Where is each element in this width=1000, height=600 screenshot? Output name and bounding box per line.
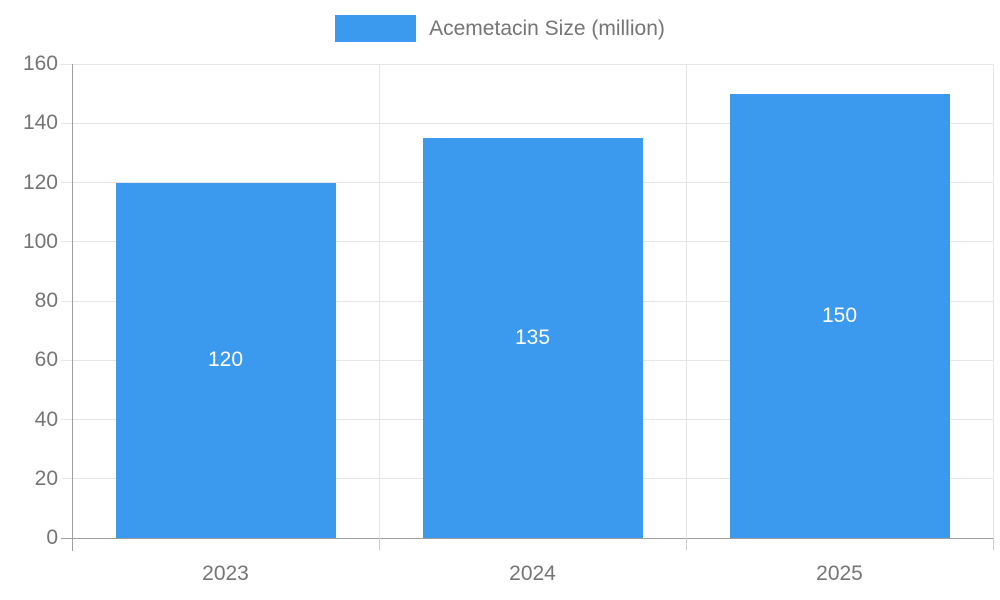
y-tick-mark: [61, 182, 72, 183]
y-tick-label: 160: [22, 52, 58, 75]
bar-value-label: 135: [514, 326, 551, 350]
bar-2025: [729, 93, 950, 538]
x-tick-label: 2023: [202, 562, 249, 585]
y-tick-mark: [61, 359, 72, 361]
y-tick-mark: [61, 122, 72, 124]
y-tick-label: 20: [34, 466, 58, 490]
y-tick-mark: [61, 478, 72, 480]
x-tick-mark: [992, 538, 994, 550]
legend: Acemetacin Size (million): [0, 15, 1000, 42]
y-tick-mark: [61, 300, 72, 302]
y-tick-label: 0: [46, 526, 58, 549]
y-tick-mark: [61, 419, 72, 420]
y-tick-label: 100: [22, 229, 58, 253]
y-tick-label: 80: [34, 289, 58, 312]
v-gridline: [992, 64, 994, 538]
x-tick-mark: [378, 538, 380, 550]
v-gridline: [685, 64, 687, 538]
bar-value-label: 120: [207, 348, 244, 372]
y-tick-label: 60: [34, 348, 58, 372]
bar-2023: [115, 182, 336, 538]
y-axis-line: [71, 64, 73, 551]
y-tick-label: 120: [22, 170, 58, 194]
h-gridline: [72, 122, 993, 124]
y-tick-mark: [61, 241, 72, 243]
bar-2024: [422, 138, 643, 538]
legend-swatch: [335, 15, 417, 42]
y-tick-label: 140: [22, 111, 58, 135]
v-gridline: [378, 64, 380, 538]
y-tick-label: 40: [34, 407, 58, 431]
h-gridline: [72, 63, 993, 65]
x-tick-label: 2025: [816, 562, 863, 585]
legend-label: Acemetacin Size (million): [429, 16, 665, 40]
x-tick-mark: [685, 538, 687, 550]
bar-value-label: 150: [821, 303, 858, 327]
x-axis-baseline: [61, 537, 993, 539]
x-tick-label: 2024: [509, 562, 556, 585]
y-tick-mark: [61, 63, 72, 65]
